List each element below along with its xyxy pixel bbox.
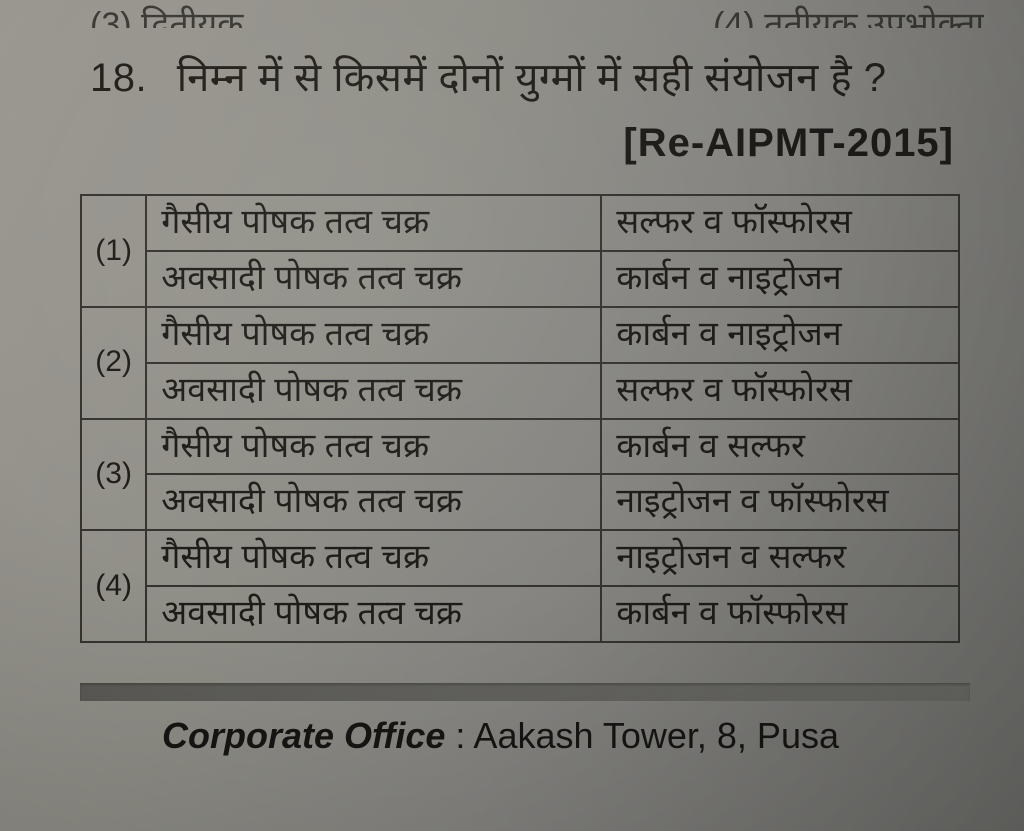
footer-rest: : Aakash Tower, 8, Pusa: [445, 715, 839, 756]
exam-tag: [Re-AIPMT-2015]: [90, 121, 954, 166]
option-cell: गैसीय पोषक तत्व चक्र: [146, 195, 601, 251]
table-row: अवसादी पोषक तत्व चक्र सल्फर व फॉस्फोरस: [81, 363, 959, 419]
option-cell: अवसादी पोषक तत्व चक्र: [146, 474, 601, 530]
option-cell: नाइट्रोजन व फॉस्फोरस: [601, 474, 959, 530]
option-cell: सल्फर व फॉस्फोरस: [601, 195, 959, 251]
option-cell: सल्फर व फॉस्फोरस: [601, 363, 959, 419]
table-row: (3) गैसीय पोषक तत्व चक्र कार्बन व सल्फर: [81, 419, 959, 475]
option-number-1: (1): [81, 195, 146, 307]
option-cell: गैसीय पोषक तत्व चक्र: [146, 419, 601, 475]
footer-label: Corporate Office: [162, 715, 445, 756]
partial-option-4: (4) तृतीयक उपभोक्ता: [713, 0, 984, 28]
partial-top-row: (3) द्वितीयक (4) तृतीयक उपभोक्ता: [90, 0, 984, 28]
option-cell: कार्बन व फॉस्फोरस: [601, 586, 959, 642]
option-cell: कार्बन व नाइट्रोजन: [601, 251, 959, 307]
option-number-4: (4): [81, 530, 146, 642]
question-row: 18. निम्न में से किसमें दोनों युग्मों मे…: [90, 48, 984, 103]
option-cell: गैसीय पोषक तत्व चक्र: [146, 307, 601, 363]
option-cell: कार्बन व नाइट्रोजन: [601, 307, 959, 363]
divider-bar: [80, 683, 970, 701]
option-cell: गैसीय पोषक तत्व चक्र: [146, 530, 601, 586]
option-cell: अवसादी पोषक तत्व चक्र: [146, 586, 601, 642]
option-number-3: (3): [81, 419, 146, 531]
table-row: (2) गैसीय पोषक तत्व चक्र कार्बन व नाइट्र…: [81, 307, 959, 363]
options-table: (1) गैसीय पोषक तत्व चक्र सल्फर व फॉस्फोर…: [80, 194, 960, 643]
partial-option-3: (3) द्वितीयक: [90, 0, 243, 28]
option-number-2: (2): [81, 307, 146, 419]
table-row: अवसादी पोषक तत्व चक्र कार्बन व नाइट्रोजन: [81, 251, 959, 307]
table-row: अवसादी पोषक तत्व चक्र नाइट्रोजन व फॉस्फो…: [81, 474, 959, 530]
option-cell: नाइट्रोजन व सल्फर: [601, 530, 959, 586]
option-cell: अवसादी पोषक तत्व चक्र: [146, 363, 601, 419]
footer-address: Corporate Office : Aakash Tower, 8, Pusa: [162, 715, 984, 757]
options-table-wrap: (1) गैसीय पोषक तत्व चक्र सल्फर व फॉस्फोर…: [80, 194, 984, 643]
table-row: (1) गैसीय पोषक तत्व चक्र सल्फर व फॉस्फोर…: [81, 195, 959, 251]
question-number: 18.: [90, 56, 147, 100]
option-cell: कार्बन व सल्फर: [601, 419, 959, 475]
table-row: (4) गैसीय पोषक तत्व चक्र नाइट्रोजन व सल्…: [81, 530, 959, 586]
option-cell: अवसादी पोषक तत्व चक्र: [146, 251, 601, 307]
question-text: निम्न में से किसमें दोनों युग्मों में सह…: [177, 56, 887, 100]
page: (3) द्वितीयक (4) तृतीयक उपभोक्ता 18. निम…: [0, 0, 1024, 831]
table-row: अवसादी पोषक तत्व चक्र कार्बन व फॉस्फोरस: [81, 586, 959, 642]
